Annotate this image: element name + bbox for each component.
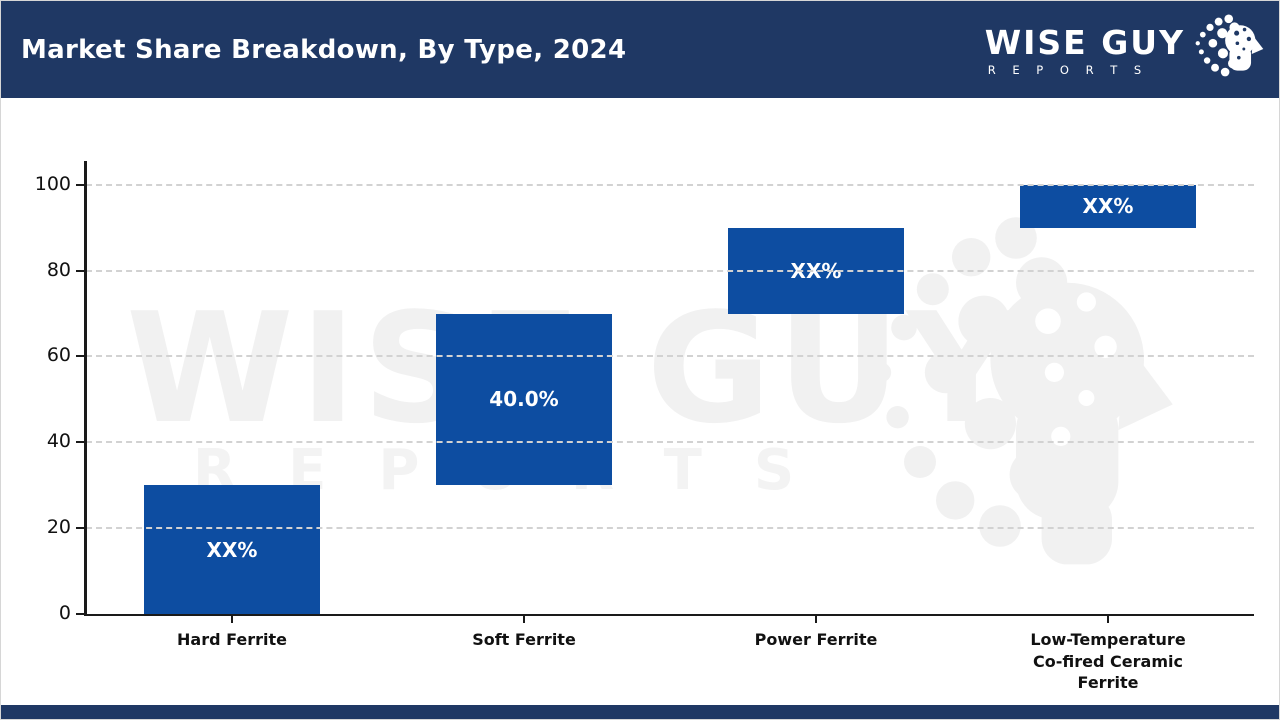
y-tick-mark [76, 355, 85, 358]
y-tick-label: 40 [46, 430, 71, 453]
y-tick-label: 20 [46, 516, 71, 539]
gridline-100 [86, 183, 1254, 186]
x-tick-mark [523, 615, 525, 623]
x-category-label: Soft Ferrite [472, 630, 576, 649]
header-bar: Market Share Breakdown, By Type, 2024 WI… [1, 1, 1279, 98]
y-tick-label: 80 [46, 258, 71, 281]
footer-bar [1, 705, 1279, 719]
brand-logo-text: WISE GUY R E P O R T S [985, 26, 1185, 77]
y-tick-mark [76, 183, 85, 186]
x-category-label: Power Ferrite [754, 630, 878, 649]
y-tick-mark [76, 613, 85, 615]
watermark-face-icon [856, 206, 1176, 610]
brand-name: WISE GUY [984, 22, 1185, 62]
y-tick-label: 60 [46, 344, 71, 367]
y-tick-label: 0 [58, 602, 71, 624]
brand-face-icon [1189, 13, 1267, 89]
bar-3: XX% [1020, 184, 1196, 228]
y-tick-mark [76, 441, 85, 444]
y-axis-line [84, 161, 87, 616]
brand-logo: WISE GUY R E P O R T S [985, 13, 1267, 89]
brand-subname: R E P O R T S [987, 62, 1148, 77]
x-tick-mark [815, 615, 817, 623]
bar-value-label: XX% [206, 537, 258, 562]
bar-1: 40.0% [436, 313, 612, 486]
x-tick-mark [231, 615, 233, 623]
bar-0: XX% [144, 485, 320, 614]
gridline-80 [86, 269, 1254, 272]
gridline-40 [86, 441, 1254, 444]
x-category-label: Low-Temperature Co-fired Ceramic Ferrite [1030, 630, 1186, 693]
bar-value-label: 40.0% [489, 387, 559, 412]
y-tick-mark [76, 527, 85, 530]
bar-value-label: XX% [1082, 194, 1134, 219]
y-tick-label: 100 [34, 172, 71, 195]
y-tick-mark [76, 269, 85, 272]
page-title: Market Share Breakdown, By Type, 2024 [21, 34, 627, 65]
x-tick-mark [1107, 615, 1109, 623]
gridline-20 [86, 527, 1254, 530]
gridline-60 [86, 355, 1254, 358]
x-axis-line [84, 613, 1254, 616]
x-category-label: Hard Ferrite [177, 630, 287, 649]
